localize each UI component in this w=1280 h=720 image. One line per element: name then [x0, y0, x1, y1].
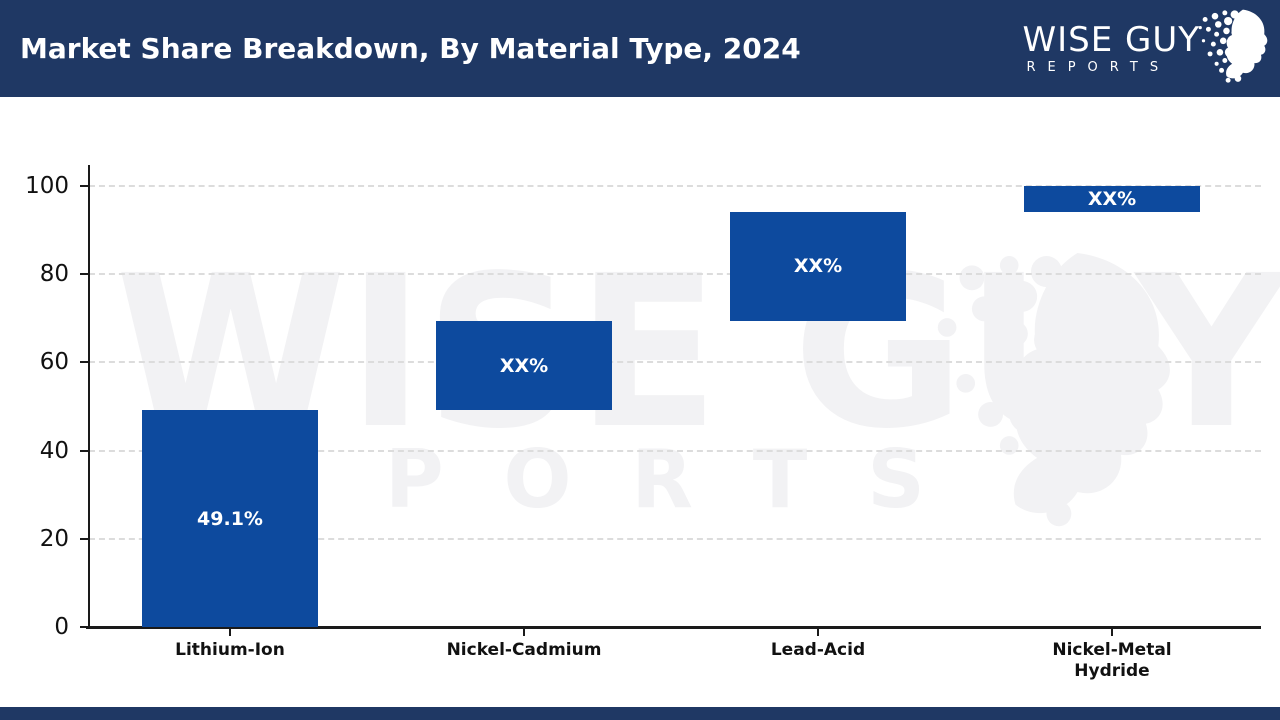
gridline — [89, 273, 1261, 276]
waterfall-bar-4: XX% — [1024, 186, 1200, 212]
bar-value-label: XX% — [499, 354, 549, 377]
y-tick-label: 100 — [25, 173, 69, 199]
y-tick-label: 80 — [39, 261, 69, 288]
y-tick-label: 60 — [39, 349, 69, 376]
y-tick-mark — [80, 537, 89, 540]
waterfall-bar-3: XX% — [730, 211, 906, 321]
gridline — [89, 361, 1261, 364]
watermark-face-icon — [937, 252, 1170, 527]
x-axis-line — [86, 626, 1261, 629]
x-tick-mark — [817, 629, 819, 636]
bar-value-label: XX% — [793, 255, 843, 278]
waterfall-bar-2: XX% — [436, 320, 612, 411]
gridline — [89, 185, 1261, 187]
gridline — [89, 449, 1261, 452]
bar-value-label: 49.1% — [197, 507, 263, 530]
y-tick-label: 20 — [39, 525, 69, 552]
y-tick-mark — [80, 361, 89, 364]
x-tick-mark — [1111, 629, 1113, 636]
logo-face-icon — [1198, 9, 1268, 83]
x-category-label: Lead-Acid — [770, 640, 866, 660]
y-tick-mark — [80, 449, 89, 452]
y-axis-line — [88, 165, 90, 627]
y-tick-mark — [80, 626, 89, 628]
x-tick-mark — [229, 629, 231, 636]
logo-subtext: REPORTS — [1026, 60, 1171, 75]
page-title: Market Share Breakdown, By Material Type… — [20, 32, 801, 65]
logo-wordmark: WISE GUY — [1022, 20, 1200, 60]
wise-guy-logo: WISE GUY REPORTS — [1022, 6, 1280, 92]
gridline — [89, 537, 1261, 540]
watermark-subtext: P O R T S — [385, 433, 941, 526]
x-category-label: Nickel-Cadmium — [446, 640, 602, 660]
y-tick-label: 40 — [39, 437, 69, 464]
bar-value-label: XX% — [1087, 187, 1137, 210]
x-category-label: Lithium-Ion — [175, 640, 285, 660]
x-category-label: Nickel-Metal Hydride — [1052, 640, 1172, 682]
x-tick-mark — [523, 629, 525, 636]
footer-bar — [0, 707, 1280, 720]
y-tick-mark — [80, 273, 89, 276]
y-tick-mark — [80, 185, 89, 187]
y-tick-label: 0 — [54, 614, 69, 640]
waterfall-bar-1: 49.1% — [142, 410, 318, 627]
header-bar: Market Share Breakdown, By Material Type… — [0, 0, 1280, 97]
